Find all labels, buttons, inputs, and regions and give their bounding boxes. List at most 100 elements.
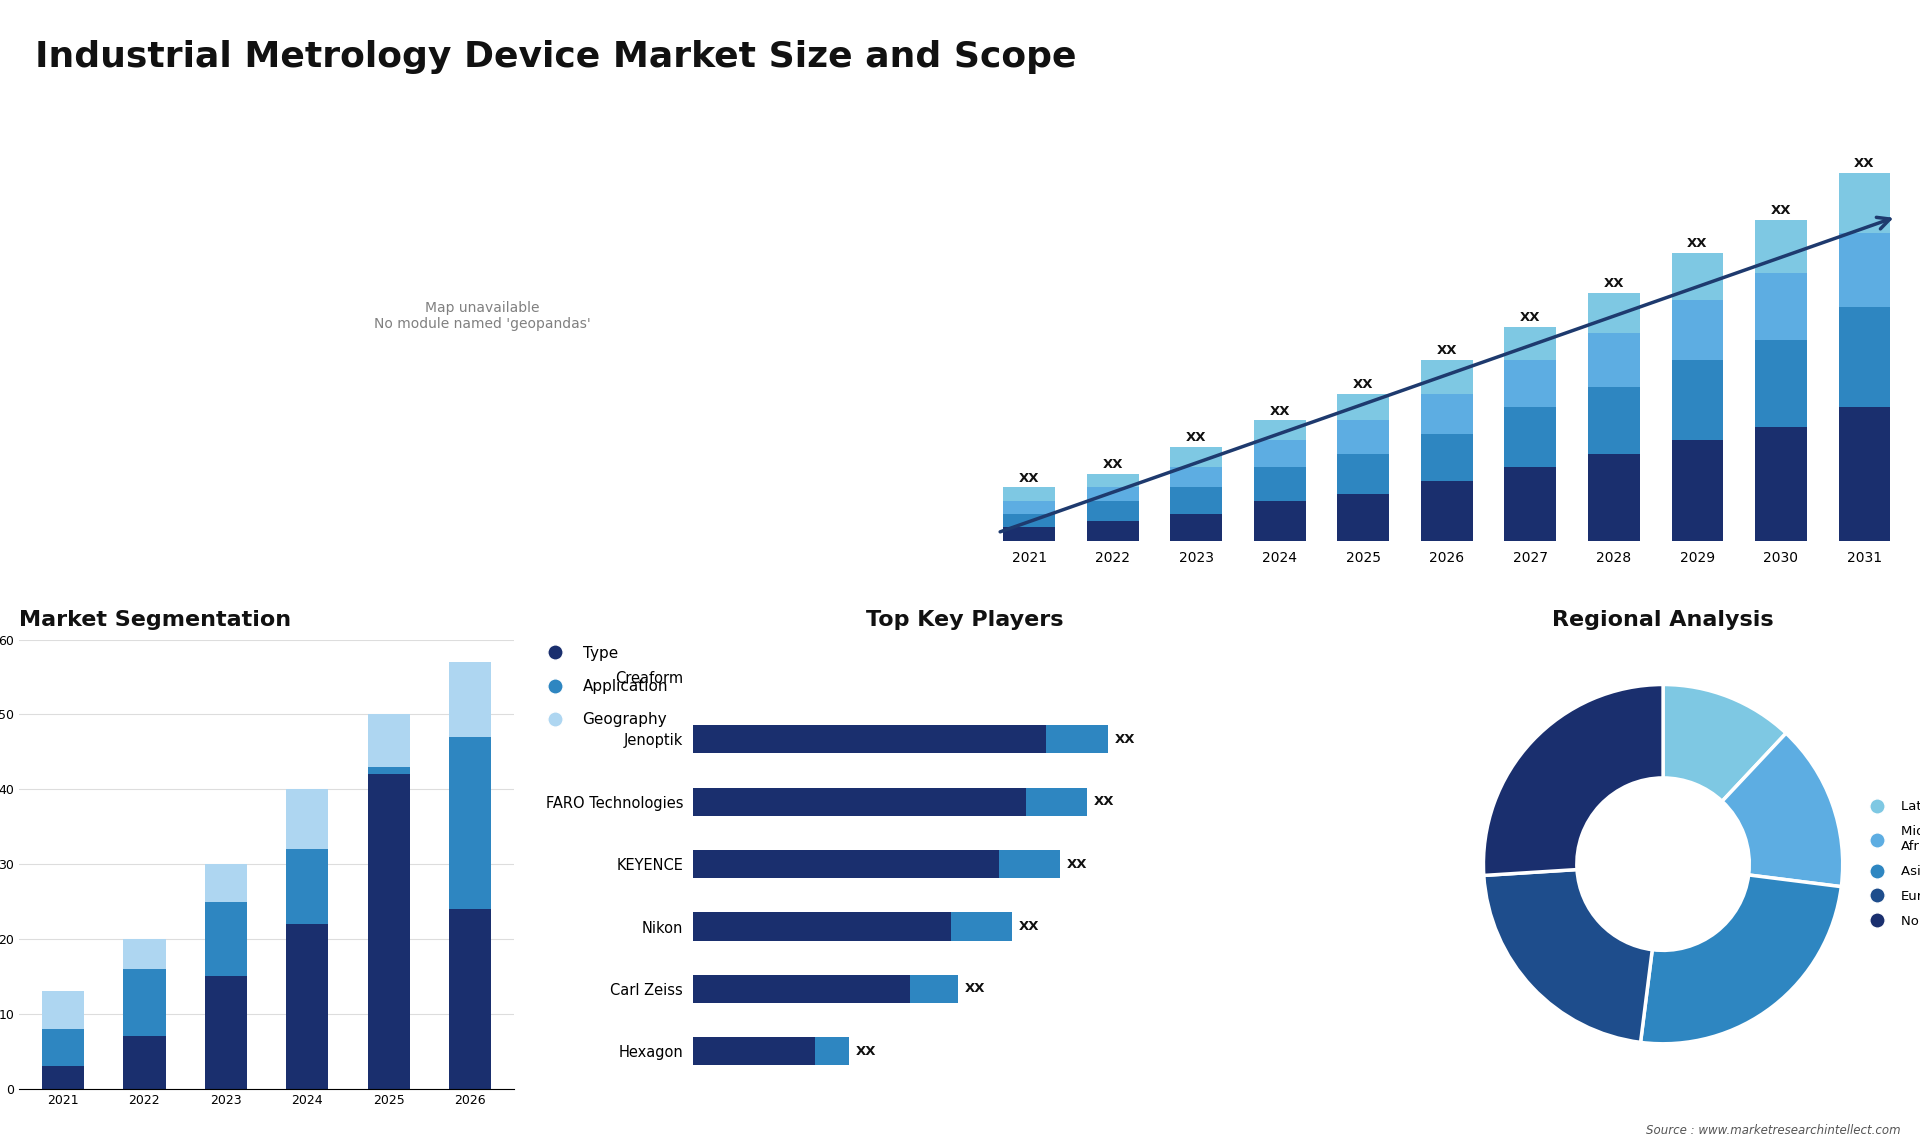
Bar — [1004, 487, 1056, 501]
Bar — [1672, 253, 1724, 300]
Bar — [1505, 360, 1557, 407]
Bar — [1087, 473, 1139, 487]
Bar — [1839, 407, 1891, 541]
Bar — [1087, 520, 1139, 541]
Bar — [205, 976, 248, 1089]
Bar — [998, 850, 1060, 878]
Text: XX: XX — [1603, 277, 1624, 290]
Bar — [449, 662, 492, 737]
Bar — [1087, 487, 1139, 501]
Bar — [42, 1029, 84, 1066]
Text: XX: XX — [1094, 795, 1114, 808]
Bar — [1755, 340, 1807, 427]
Bar — [1755, 273, 1807, 340]
Bar — [286, 790, 328, 849]
Text: Source : www.marketresearchintellect.com: Source : www.marketresearchintellect.com — [1645, 1124, 1901, 1137]
Title: Top Key Players: Top Key Players — [866, 610, 1064, 629]
Bar — [1171, 447, 1223, 468]
Bar — [693, 850, 998, 878]
Bar — [1505, 407, 1557, 468]
Text: XX: XX — [1114, 733, 1135, 746]
Bar — [1254, 501, 1306, 541]
Bar — [910, 975, 958, 1003]
Bar — [693, 725, 1046, 753]
Text: Industrial Metrology Device Market Size and Scope: Industrial Metrology Device Market Size … — [35, 40, 1075, 74]
Text: XX: XX — [964, 982, 985, 996]
Bar — [367, 767, 409, 775]
Bar — [1588, 333, 1640, 387]
Bar — [950, 912, 1012, 941]
Bar — [1588, 293, 1640, 333]
Bar — [1338, 494, 1390, 541]
Bar — [1755, 427, 1807, 541]
Bar — [693, 912, 950, 941]
Title: Regional Analysis: Regional Analysis — [1551, 610, 1774, 629]
Text: XX: XX — [1688, 237, 1707, 250]
Bar — [205, 902, 248, 976]
Wedge shape — [1484, 684, 1663, 876]
Text: XX: XX — [1269, 405, 1290, 417]
Text: XX: XX — [1354, 378, 1373, 391]
Text: Market Segmentation: Market Segmentation — [19, 610, 292, 629]
Bar — [1025, 787, 1087, 816]
Bar — [1421, 393, 1473, 433]
Wedge shape — [1722, 733, 1843, 887]
Bar — [1004, 515, 1056, 527]
Bar — [693, 787, 1025, 816]
Bar — [1672, 300, 1724, 360]
Bar — [1839, 306, 1891, 407]
Bar — [1087, 501, 1139, 520]
Text: XX: XX — [1436, 345, 1457, 358]
Bar — [1171, 468, 1223, 487]
Bar — [1672, 360, 1724, 440]
Text: Map unavailable
No module named 'geopandas': Map unavailable No module named 'geopand… — [374, 301, 591, 331]
Bar — [1839, 233, 1891, 306]
Bar — [1004, 501, 1056, 515]
Bar — [1421, 360, 1473, 393]
Bar — [693, 1037, 816, 1066]
Bar — [123, 1036, 165, 1089]
Wedge shape — [1640, 874, 1841, 1044]
Bar — [286, 849, 328, 924]
Text: XX: XX — [1521, 311, 1540, 324]
Bar — [1338, 393, 1390, 421]
Bar — [1338, 454, 1390, 494]
Bar — [286, 924, 328, 1089]
Text: XX: XX — [1102, 458, 1123, 471]
Bar — [42, 991, 84, 1029]
Bar — [42, 1066, 84, 1089]
Bar — [1338, 421, 1390, 454]
Bar — [205, 864, 248, 902]
Text: XX: XX — [1770, 204, 1791, 217]
Text: XX: XX — [1020, 920, 1041, 933]
Bar — [1171, 487, 1223, 515]
Bar — [1254, 468, 1306, 501]
Bar — [123, 968, 165, 1036]
Bar — [693, 975, 910, 1003]
Bar — [1839, 173, 1891, 233]
Bar — [1254, 440, 1306, 468]
Bar — [816, 1037, 849, 1066]
Bar — [1588, 387, 1640, 454]
Wedge shape — [1663, 684, 1786, 801]
Bar — [1672, 440, 1724, 541]
Bar — [1755, 220, 1807, 273]
Bar — [449, 909, 492, 1089]
Text: XX: XX — [1187, 431, 1206, 445]
Bar — [449, 737, 492, 909]
Text: XX: XX — [856, 1045, 876, 1058]
Bar — [1004, 527, 1056, 541]
Bar — [1421, 480, 1473, 541]
Text: XX: XX — [1855, 157, 1874, 170]
Wedge shape — [1484, 870, 1653, 1043]
Bar — [1254, 421, 1306, 440]
Bar — [123, 939, 165, 968]
Bar — [1588, 454, 1640, 541]
Bar — [1505, 468, 1557, 541]
Bar — [1421, 433, 1473, 480]
Text: XX: XX — [1068, 857, 1087, 871]
Bar — [1505, 327, 1557, 360]
Bar — [367, 714, 409, 767]
Legend: Latin America, Middle East &
Africa, Asia Pacific, Europe, North America: Latin America, Middle East & Africa, Asi… — [1859, 795, 1920, 933]
Bar — [1171, 515, 1223, 541]
